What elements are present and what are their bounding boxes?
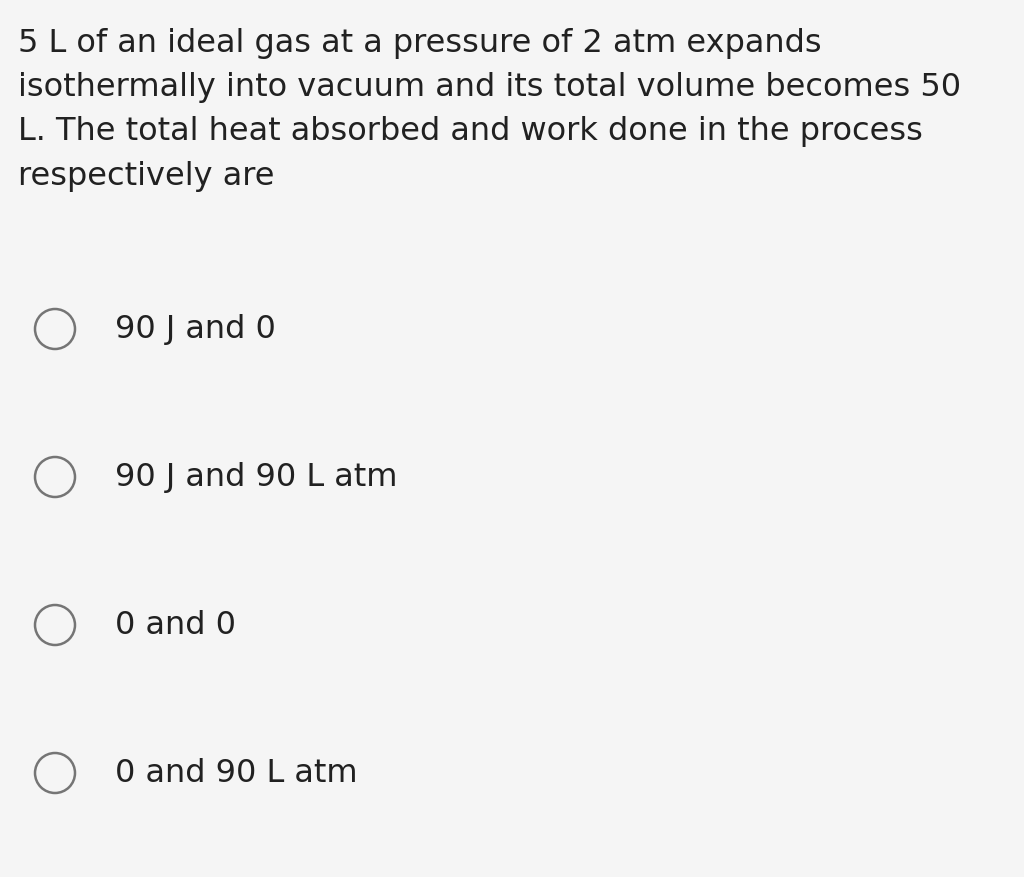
Text: 0 and 0: 0 and 0	[115, 610, 236, 641]
Circle shape	[35, 310, 75, 350]
Text: 90 J and 90 L atm: 90 J and 90 L atm	[115, 462, 397, 493]
Circle shape	[35, 458, 75, 497]
Circle shape	[35, 605, 75, 645]
Circle shape	[35, 753, 75, 793]
Text: 0 and 90 L atm: 0 and 90 L atm	[115, 758, 357, 788]
Text: 5 L of an ideal gas at a pressure of 2 atm expands
isothermally into vacuum and : 5 L of an ideal gas at a pressure of 2 a…	[18, 28, 962, 191]
Text: 90 J and 0: 90 J and 0	[115, 314, 275, 346]
